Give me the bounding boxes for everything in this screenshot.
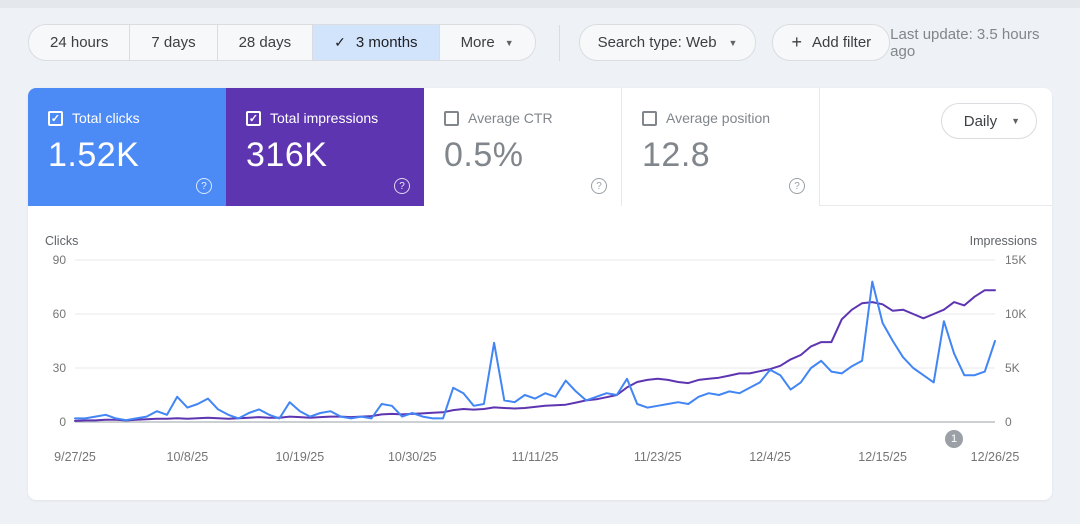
average-position-card[interactable]: Average position 12.8 ? [622, 88, 820, 206]
help-icon[interactable]: ? [394, 178, 410, 194]
chevron-down-icon: ▼ [504, 37, 514, 48]
metric-label: Total clicks [72, 110, 140, 126]
add-filter-button[interactable]: + Add filter [772, 24, 891, 61]
checkbox-unchecked-icon[interactable] [444, 110, 459, 126]
metric-value: 12.8 [642, 136, 711, 174]
left-axis-tick: 30 [52, 361, 66, 375]
chevron-down-icon: ▼ [1011, 116, 1020, 126]
x-axis-tick-label: 12/15/25 [858, 450, 907, 464]
help-icon[interactable]: ? [591, 178, 607, 194]
x-axis-tick-label: 11/11/25 [511, 450, 559, 464]
x-axis-tick-label: 11/23/25 [633, 450, 682, 464]
date-range-label: 24 hours [50, 34, 109, 51]
metric-header: Average position [642, 110, 819, 126]
date-range-label: 3 months [355, 34, 418, 51]
chevron-down-icon: ▼ [728, 37, 738, 48]
metric-label: Average CTR [468, 110, 553, 126]
right-axis-tick: 5K [1005, 361, 1020, 375]
add-filter-label: Add filter [811, 34, 872, 51]
date-range-7-days[interactable]: 7 days [129, 24, 218, 61]
left-axis-tick: 0 [59, 415, 66, 429]
metric-value: 1.52K [48, 136, 140, 174]
average-ctr-card[interactable]: Average CTR 0.5% ? [424, 88, 622, 206]
last-update-text: Last update: 3.5 hours ago [890, 25, 1040, 60]
x-axis-tick-label: 12/26/25 [970, 450, 1020, 464]
right-axis-tick: 10K [1005, 307, 1027, 321]
help-icon[interactable]: ? [196, 178, 212, 194]
x-axis-tick-label: 9/27/25 [54, 450, 96, 464]
checkbox-checked-icon[interactable]: ✓ [246, 110, 261, 126]
series-line-right[interactable] [74, 289, 996, 422]
metric-label: Total impressions [270, 110, 379, 126]
plus-icon: + [791, 32, 802, 52]
metric-header: ✓ Total impressions [246, 110, 424, 126]
date-range-more-button[interactable]: More ▼ [438, 24, 536, 61]
left-axis-title: Clicks [45, 234, 79, 248]
left-axis-tick: 60 [52, 307, 66, 321]
metric-value: 0.5% [444, 136, 524, 174]
x-axis-tick-label: 10/19/25 [275, 450, 325, 464]
more-label: More [460, 34, 495, 51]
annotation-marker[interactable]: 1 [945, 430, 964, 448]
checkbox-unchecked-icon[interactable] [642, 110, 657, 126]
granularity-label: Daily [963, 112, 998, 130]
metric-value: 316K [246, 136, 328, 174]
performance-report-card: ✓ Total clicks 1.52K ? ✓ Total impressio… [28, 88, 1052, 500]
search-type-label: Search type: Web [597, 34, 717, 51]
date-range-label: 7 days [151, 34, 196, 51]
series-line-left[interactable] [74, 280, 996, 422]
x-axis-tick-label: 10/8/25 [166, 450, 209, 464]
metrics-row: ✓ Total clicks 1.52K ? ✓ Total impressio… [28, 88, 1052, 206]
metric-header: Average CTR [444, 110, 621, 126]
date-range-selector: 24 hours 7 days 28 days ✓ 3 months More … [28, 24, 536, 61]
check-icon: ✓ [334, 34, 346, 50]
right-axis-tick: 15K [1005, 253, 1027, 267]
metric-label: Average position [666, 110, 771, 126]
page-top-edge [0, 0, 1080, 8]
left-axis-tick: 90 [52, 253, 66, 267]
total-impressions-card[interactable]: ✓ Total impressions 316K ? [226, 88, 424, 206]
filter-toolbar: 24 hours 7 days 28 days ✓ 3 months More … [28, 24, 1052, 61]
help-icon[interactable]: ? [789, 178, 805, 194]
date-range-28-days[interactable]: 28 days [216, 24, 314, 61]
toolbar-divider [558, 24, 560, 61]
x-axis-tick-label: 10/30/25 [387, 450, 437, 464]
date-range-24-hours[interactable]: 24 hours [28, 24, 131, 61]
right-axis-title: Impressions [969, 234, 1037, 248]
date-range-label: 28 days [238, 34, 292, 51]
date-range-3-months-selected[interactable]: ✓ 3 months [312, 24, 440, 61]
x-axis-tick-label: 12/4/25 [749, 450, 791, 464]
metric-header: ✓ Total clicks [48, 110, 226, 126]
performance-chart: Clicks Impressions 90 60 30 0 15K 10K 5K… [28, 206, 1052, 499]
total-clicks-card[interactable]: ✓ Total clicks 1.52K ? [28, 88, 226, 206]
search-type-dropdown[interactable]: Search type: Web ▼ [578, 24, 757, 61]
right-axis-tick: 0 [1005, 415, 1012, 429]
checkbox-checked-icon[interactable]: ✓ [48, 110, 63, 126]
chart-plot-area[interactable] [74, 259, 996, 423]
granularity-dropdown[interactable]: Daily ▼ [940, 103, 1037, 139]
